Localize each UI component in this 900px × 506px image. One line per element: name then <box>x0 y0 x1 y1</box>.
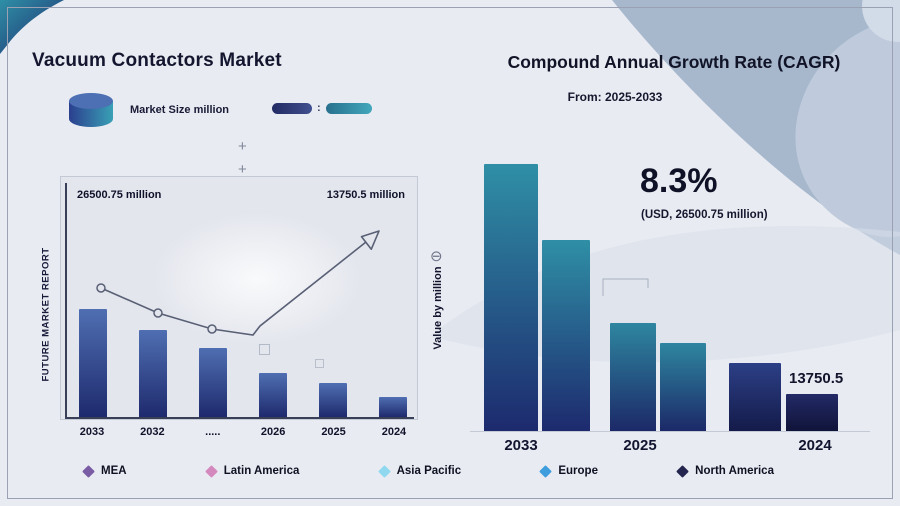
chart-end-value: 13750.5 million <box>326 189 405 201</box>
cagr-subtitle: From: 2025-2033 <box>567 90 663 104</box>
square-decor-icon <box>259 344 270 355</box>
cagr-bar-5 <box>729 363 781 431</box>
market-xlabel-.....: ..... <box>205 426 221 438</box>
market-xlabel-2026: 2026 <box>260 426 286 438</box>
market-bar-2025 <box>319 383 347 417</box>
cagr-xlabel-2033: 2033 <box>504 437 538 454</box>
cagr-value: 8.3% <box>640 162 718 200</box>
cagr-note: (USD, 26500.75 million) <box>641 209 768 221</box>
pill-teal <box>325 103 372 114</box>
market-xlabel-2025: 2025 <box>321 426 346 438</box>
market-xlabel-2032: 2032 <box>140 426 165 438</box>
plus-icon: + <box>238 161 247 178</box>
corner-circle-shape <box>862 0 900 42</box>
legend-item-europe: Europe <box>539 464 598 478</box>
future-market-report-label: FUTURE MARKET REPORT <box>40 247 52 382</box>
cagr-bar-1 <box>484 164 538 431</box>
plus-icon: + <box>238 138 247 155</box>
pill-navy <box>272 103 312 114</box>
legend-item-mea: MEA <box>82 464 127 478</box>
pill-separator: : <box>317 102 321 114</box>
page-title: Vacuum Contactors Market <box>32 50 282 71</box>
cagr-xlabel-2024: 2024 <box>798 437 832 454</box>
step-decor-icon <box>602 278 649 296</box>
market-bar-2032 <box>139 330 167 417</box>
market-bar-..... <box>199 348 227 417</box>
end-value-label: 13750.5 <box>789 370 844 387</box>
market-bar-2026 <box>259 373 287 417</box>
market-size-bars <box>79 192 407 417</box>
legend-pills: : <box>272 103 372 114</box>
cagr-bar-6 <box>786 394 838 431</box>
market-xlabel-2033: 2033 <box>79 426 105 438</box>
teal-corner-shape <box>0 0 64 54</box>
value-by-million-label: Value by million <box>432 266 444 350</box>
market-size-chart: 26500.75 million 13750.5 million <box>60 176 418 420</box>
legend-label: North America <box>695 465 774 477</box>
market-size-label: Market Size million <box>130 104 230 116</box>
cylinder-icon <box>69 93 113 127</box>
cagr-bar-2 <box>542 240 590 431</box>
chart-start-value: 26500.75 million <box>77 189 162 201</box>
legend-item-latin-america: Latin America <box>204 464 300 478</box>
legend-label: MEA <box>101 465 127 477</box>
legend-label: Europe <box>558 465 598 477</box>
legend-diamond-icon <box>377 464 391 478</box>
market-bar-2033 <box>79 309 107 417</box>
cagr-bar-4 <box>660 343 706 431</box>
cagr-chart <box>470 150 870 432</box>
legend-label: Latin America <box>223 465 300 477</box>
legend-item-north-america: North America <box>676 464 774 478</box>
legend-diamond-icon <box>539 464 553 478</box>
market-bar-2024 <box>379 397 407 417</box>
x-axis-line <box>65 417 414 419</box>
market-size-xlabels: 2033 2032..... 2026 2025 2024 <box>78 426 408 438</box>
legend-label: Asia Pacific <box>396 465 462 477</box>
circle-minus-icon: ⊖ <box>430 248 443 265</box>
market-size-legend: Market Size million <box>64 92 229 128</box>
legend-diamond-icon <box>676 464 690 478</box>
cagr-title: Compound Annual Growth Rate (CAGR) <box>507 52 841 72</box>
footer-legend: MEA Latin America Asia Pacific Europe North … <box>82 464 774 478</box>
legend-diamond-icon <box>82 464 95 478</box>
y-axis-line <box>65 183 67 419</box>
cagr-bar-3 <box>610 323 656 431</box>
legend-item-asia-pacific: Asia Pacific <box>377 464 462 478</box>
market-xlabel-2024: 2024 <box>381 426 407 438</box>
legend-diamond-icon <box>204 464 218 478</box>
inner-swirl-shape <box>795 18 900 238</box>
square-decor-icon <box>315 359 324 368</box>
cagr-xlabel-2025: 2025 <box>623 437 657 454</box>
